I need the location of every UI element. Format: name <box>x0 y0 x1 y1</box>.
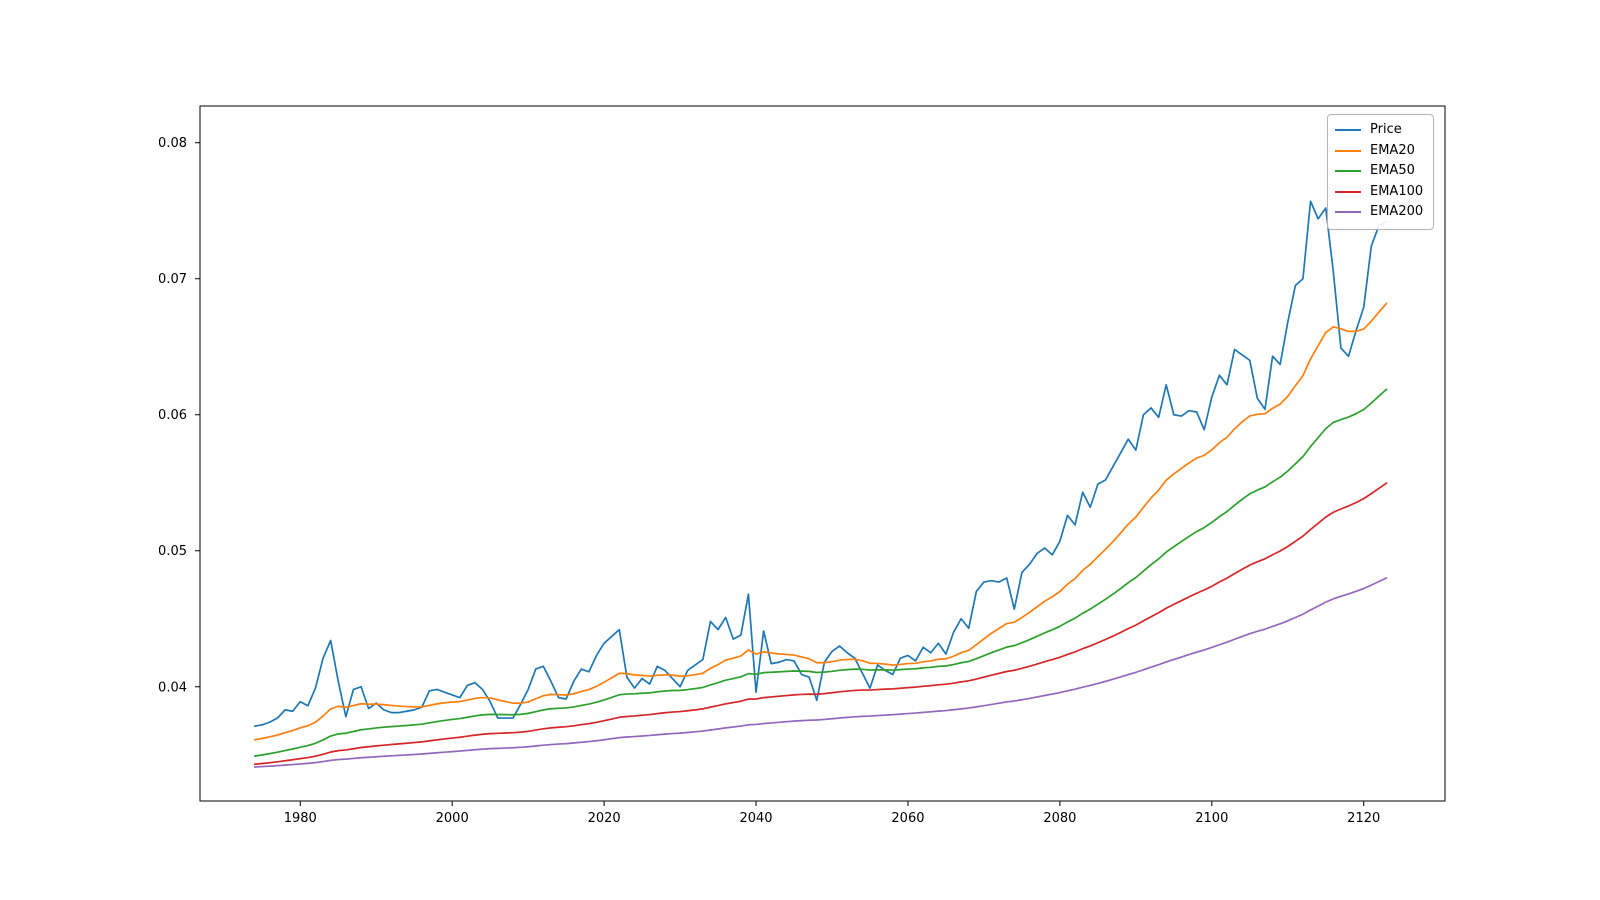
x-axis-tick-label: 2040 <box>739 811 772 826</box>
series-line-ema50 <box>253 388 1388 757</box>
x-axis-tick-label: 2100 <box>1195 811 1228 826</box>
legend-label: EMA200 <box>1370 204 1424 220</box>
legend-item-ema200: EMA200 <box>1335 202 1425 223</box>
y-axis-tick-label: 0.04 <box>158 680 187 695</box>
legend-label: EMA100 <box>1370 183 1424 199</box>
legend-line-swatch <box>1335 170 1361 173</box>
legend-label: EMA20 <box>1370 142 1415 158</box>
legend-line-swatch <box>1335 211 1361 214</box>
series-line-ema200 <box>253 577 1388 768</box>
plot-frame <box>199 105 1446 802</box>
y-axis-tick-label: 0.08 <box>158 136 187 151</box>
series-line-ema20 <box>253 302 1388 741</box>
y-axis-tick-label: 0.06 <box>158 408 187 423</box>
legend-item-ema20: EMA20 <box>1335 141 1425 162</box>
x-axis-tick-label: 1980 <box>284 811 317 826</box>
legend-item-ema50: EMA50 <box>1335 161 1425 182</box>
series-line-ema100 <box>253 482 1388 766</box>
legend-line-swatch <box>1335 129 1361 132</box>
x-axis-tick-label: 2060 <box>891 811 924 826</box>
x-axis-tick-label: 2000 <box>436 811 469 826</box>
y-axis-tick-label: 0.07 <box>158 272 187 287</box>
legend-line-swatch <box>1335 149 1361 152</box>
x-axis-tick-label: 2120 <box>1347 811 1380 826</box>
legend: Price EMA20 EMA50 EMA100 EMA200 <box>1327 114 1434 230</box>
legend-item-ema100: EMA100 <box>1335 182 1425 203</box>
legend-label: Price <box>1370 122 1402 138</box>
series-line-price <box>253 200 1388 728</box>
y-axis-tick-label: 0.05 <box>158 544 187 559</box>
legend-label: EMA50 <box>1370 163 1415 179</box>
x-axis-tick-label: 2080 <box>1043 811 1076 826</box>
legend-item-price: Price <box>1335 120 1425 141</box>
legend-line-swatch <box>1335 190 1361 193</box>
x-axis-tick-label: 2020 <box>588 811 621 826</box>
